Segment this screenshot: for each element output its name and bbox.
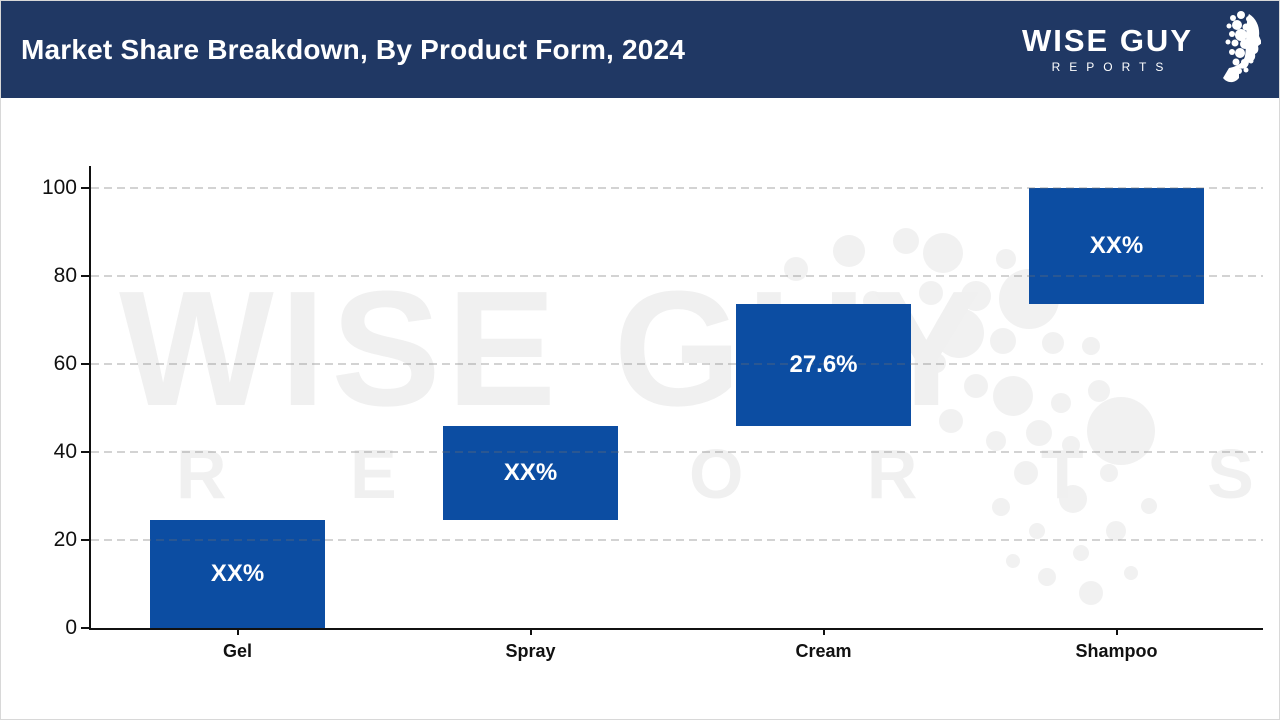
y-axis-tick-label: 100 [41, 176, 77, 199]
logo-wordmark: WISE GUY [1021, 23, 1193, 58]
x-axis-tick [529, 628, 532, 635]
y-axis-tick-label: 60 [53, 352, 77, 375]
y-axis-tick [81, 275, 89, 277]
y-axis-tick-label: 20 [53, 528, 77, 551]
x-axis-tick [822, 628, 825, 635]
bar-spray [442, 425, 619, 521]
x-axis-tick [1115, 628, 1118, 635]
bar-gel [149, 520, 326, 628]
y-axis-tick [81, 539, 89, 541]
y-axis-tick [81, 187, 89, 189]
y-axis-tick-label: 80 [53, 264, 77, 287]
y-axis-tick-label: 40 [53, 440, 77, 463]
gridline [91, 187, 1263, 189]
x-axis-category-label: Gel [222, 641, 253, 661]
y-axis-tick [81, 627, 89, 629]
y-axis-tick [81, 363, 89, 365]
bar-value-label: 27.6% [789, 350, 858, 378]
watermark-subtitle: R E P O R T S [176, 435, 1280, 513]
chart-header: Market Share Breakdown, By Product Form,… [1, 1, 1279, 98]
brand-logo: WISE GUY REPORTS [1022, 10, 1279, 90]
x-axis-category-label: Cream [795, 641, 852, 661]
bar-shampoo [1028, 188, 1205, 305]
gridline [91, 275, 1263, 277]
bar-value-label: XX% [503, 458, 558, 486]
plot-area: 0 20 40 60 80 100 XX% Gel XX% Spray 27.6% Cream XX% S… [42, 166, 1263, 661]
bar-cream [735, 304, 912, 426]
logo-subtitle: REPORTS [1051, 60, 1173, 74]
gridline [91, 451, 1263, 453]
x-axis-tick [236, 628, 239, 635]
logo-head-icon [1223, 10, 1261, 82]
x-axis-category-label: Spray [505, 641, 556, 661]
bar-value-label: XX% [210, 560, 265, 588]
bar-value-label: XX% [1089, 232, 1144, 260]
gridline [91, 363, 1263, 365]
y-axis-tick [81, 451, 89, 453]
chart-title: Market Share Breakdown, By Product Form,… [21, 33, 686, 65]
gridline [91, 539, 1263, 541]
y-axis-tick-label: 0 [65, 616, 77, 639]
x-axis-category-label: Shampoo [1075, 641, 1158, 661]
